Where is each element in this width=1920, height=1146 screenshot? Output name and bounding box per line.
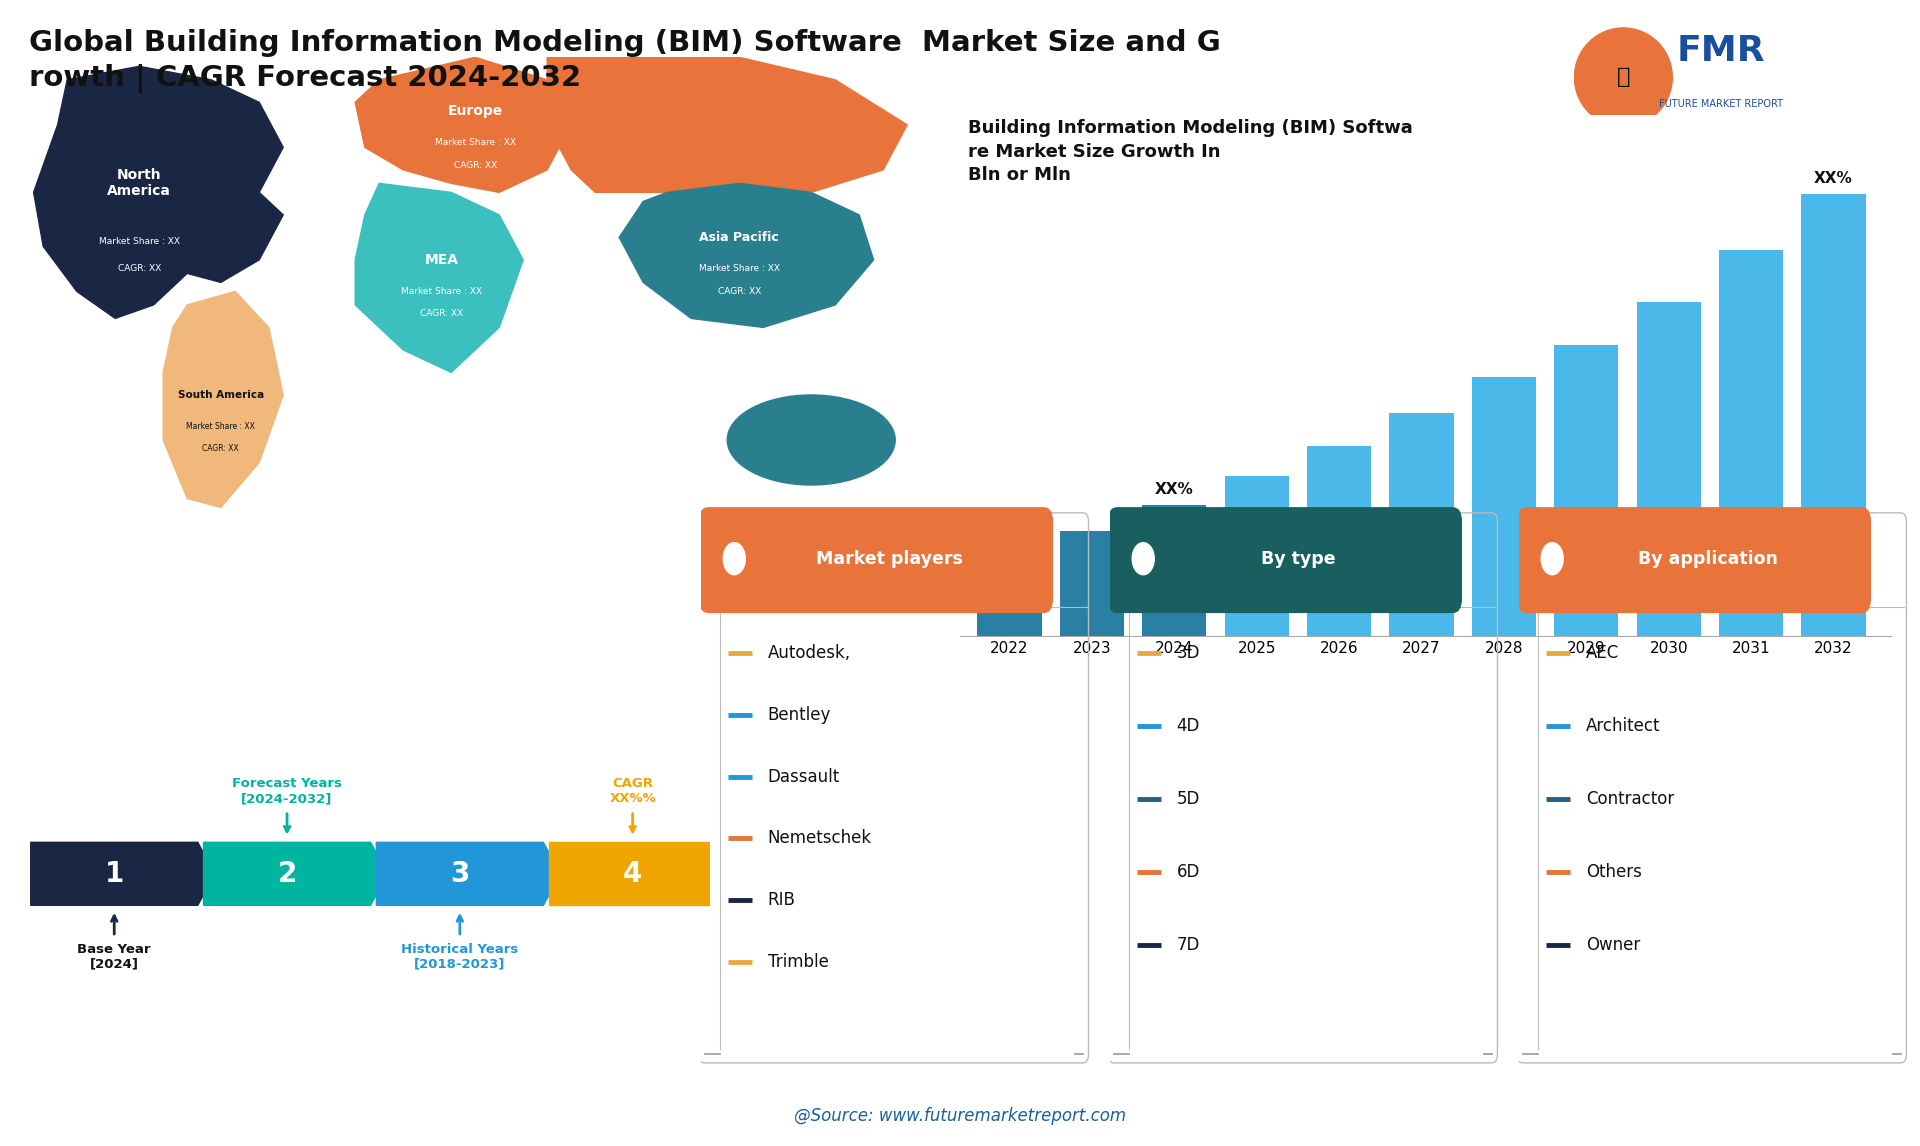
Text: CAGR
XX%%: CAGR XX%%: [609, 777, 657, 806]
Text: Global Building Information Modeling (BIM) Software  Market Size and G
rowth | C: Global Building Information Modeling (BI…: [29, 29, 1221, 93]
Bar: [1553, 345, 1619, 636]
FancyBboxPatch shape: [1517, 507, 1870, 613]
Text: AEC: AEC: [1586, 644, 1619, 662]
Circle shape: [724, 542, 745, 574]
Bar: [1636, 303, 1701, 636]
Text: CAGR: XX: CAGR: XX: [202, 445, 240, 454]
Text: Trimble: Trimble: [768, 952, 829, 971]
Text: Market Share : XX: Market Share : XX: [98, 237, 180, 246]
Polygon shape: [618, 183, 874, 328]
Text: Asia Pacific: Asia Pacific: [699, 230, 780, 244]
Text: Forecast Years
[2024-2032]: Forecast Years [2024-2032]: [232, 777, 342, 806]
Text: 🔭: 🔭: [1617, 68, 1630, 87]
Polygon shape: [204, 842, 388, 905]
Text: Market Share : XX: Market Share : XX: [401, 286, 482, 296]
Ellipse shape: [728, 395, 895, 485]
Bar: [1308, 446, 1371, 636]
Text: 4D: 4D: [1177, 717, 1200, 735]
Text: 2: 2: [276, 860, 298, 888]
Polygon shape: [355, 183, 522, 372]
Text: @Source: www.futuremarketreport.com: @Source: www.futuremarketreport.com: [795, 1107, 1125, 1125]
Polygon shape: [31, 842, 215, 905]
Text: Nemetschek: Nemetschek: [768, 830, 872, 847]
Bar: [1225, 476, 1288, 636]
Bar: [1142, 505, 1206, 636]
Text: Dassault: Dassault: [768, 768, 839, 786]
Text: FUTURE MARKET REPORT: FUTURE MARKET REPORT: [1659, 99, 1784, 109]
Text: Owner: Owner: [1586, 936, 1640, 953]
Text: Building Information Modeling (BIM) Softwa
re Market Size Growth In
Bln or Mln: Building Information Modeling (BIM) Soft…: [968, 119, 1413, 185]
Polygon shape: [355, 57, 572, 193]
Text: South America: South America: [179, 390, 263, 400]
Text: Market players: Market players: [816, 550, 964, 567]
Text: Autodesk,: Autodesk,: [768, 644, 851, 662]
Bar: [1718, 250, 1784, 636]
Polygon shape: [549, 842, 716, 905]
Text: 3: 3: [449, 860, 470, 888]
Text: 7D: 7D: [1177, 936, 1200, 953]
Text: Contractor: Contractor: [1586, 790, 1674, 808]
Polygon shape: [376, 842, 561, 905]
Text: By type: By type: [1261, 550, 1336, 567]
Bar: [1473, 377, 1536, 636]
Circle shape: [1542, 542, 1563, 574]
Bar: [977, 555, 1041, 636]
Bar: [1060, 532, 1123, 636]
Text: Architect: Architect: [1586, 717, 1661, 735]
FancyBboxPatch shape: [699, 507, 1052, 613]
FancyBboxPatch shape: [1108, 507, 1461, 613]
Text: FMR: FMR: [1676, 34, 1766, 68]
Text: Market Share : XX: Market Share : XX: [699, 265, 780, 274]
Text: CAGR: XX: CAGR: XX: [420, 309, 463, 319]
Bar: [1390, 414, 1453, 636]
Text: North
America: North America: [108, 168, 171, 198]
Bar: [1801, 194, 1866, 636]
Text: Others: Others: [1586, 863, 1642, 881]
Text: Bentley: Bentley: [768, 706, 831, 724]
Text: 1: 1: [104, 860, 125, 888]
Text: CAGR: XX: CAGR: XX: [117, 265, 161, 274]
Text: Market Share : XX: Market Share : XX: [186, 422, 255, 431]
Polygon shape: [33, 66, 284, 319]
Circle shape: [1574, 28, 1672, 127]
Text: MEA: MEA: [424, 253, 459, 267]
Text: Historical Years
[2018-2023]: Historical Years [2018-2023]: [401, 942, 518, 971]
Text: 4: 4: [622, 860, 643, 888]
Text: 3D: 3D: [1177, 644, 1200, 662]
Text: 5D: 5D: [1177, 790, 1200, 808]
Text: Market Share : XX: Market Share : XX: [434, 139, 516, 148]
Text: XX%: XX%: [1156, 482, 1194, 497]
Circle shape: [1133, 542, 1154, 574]
Polygon shape: [547, 57, 908, 193]
Polygon shape: [163, 291, 284, 508]
Text: 6D: 6D: [1177, 863, 1200, 881]
Text: RIB: RIB: [768, 892, 795, 909]
Text: By application: By application: [1638, 550, 1778, 567]
Text: CAGR: XX: CAGR: XX: [718, 286, 760, 296]
Text: CAGR: XX: CAGR: XX: [453, 160, 497, 170]
Text: XX%: XX%: [1814, 171, 1853, 186]
Text: Europe: Europe: [447, 104, 503, 118]
Text: Base Year
[2024]: Base Year [2024]: [77, 942, 152, 971]
